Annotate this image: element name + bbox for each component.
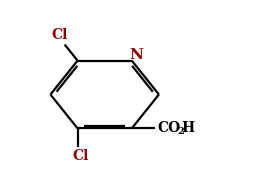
Text: Cl: Cl: [72, 149, 88, 163]
Text: H: H: [182, 121, 195, 135]
Text: 2: 2: [177, 127, 184, 136]
Text: CO: CO: [158, 121, 181, 135]
Text: N: N: [129, 48, 143, 62]
Text: Cl: Cl: [51, 28, 68, 42]
